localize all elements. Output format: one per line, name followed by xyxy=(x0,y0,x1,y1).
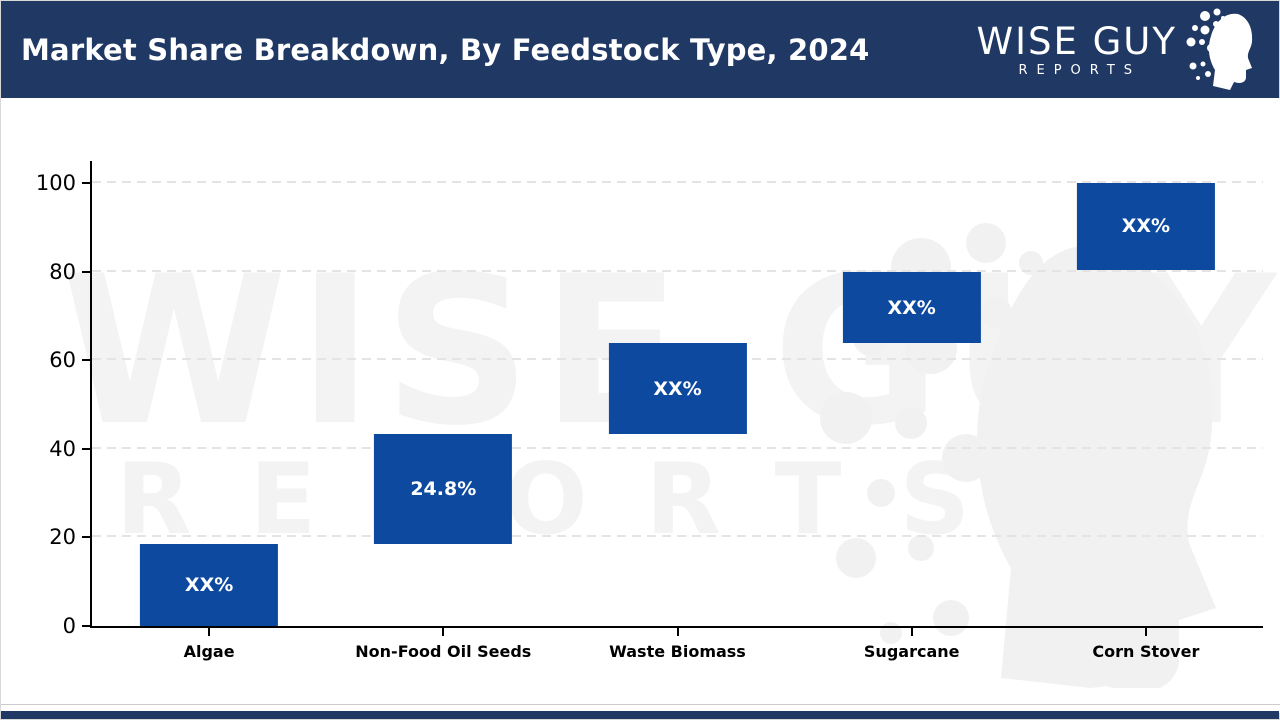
bar-corn-stover: XX% xyxy=(1076,183,1215,270)
bar-value-label: XX% xyxy=(653,377,702,400)
footer-bar xyxy=(1,711,1279,719)
x-category-label: Corn Stover xyxy=(1092,642,1200,661)
y-tick-0 xyxy=(82,625,90,627)
x-tick-1 xyxy=(442,628,445,636)
brand-name: WISE GUY xyxy=(976,19,1177,63)
header-bar: Market Share Breakdown, By Feedstock Typ… xyxy=(1,1,1279,98)
bar-value-label: XX% xyxy=(184,574,234,597)
y-tick-60 xyxy=(82,359,90,362)
brand-wordmark: WISE GUY REPORTS xyxy=(977,23,1177,77)
gridline-y40 xyxy=(92,446,1263,449)
gridline-y20 xyxy=(92,535,1263,538)
bar-algae: XX% xyxy=(140,544,279,626)
gridline-y100 xyxy=(92,181,1263,184)
bar-sugarcane: XX% xyxy=(842,271,981,344)
bar-waste-biomass: XX% xyxy=(608,343,747,435)
y-tick-label-0: 0 xyxy=(62,614,76,638)
y-tick-80 xyxy=(82,270,90,273)
x-category-label: Non-Food Oil Seeds xyxy=(355,642,532,661)
chart-canvas: WISE GUY REPORTS 020406080100XX%Algae24.… xyxy=(1,98,1280,713)
x-category-label: Sugarcane xyxy=(863,642,960,661)
y-tick-label-20: 20 xyxy=(49,525,76,550)
page-title: Market Share Breakdown, By Feedstock Typ… xyxy=(21,32,870,67)
bar-value-label: XX% xyxy=(887,296,936,319)
divider xyxy=(1,704,1280,705)
y-tick-label-40: 40 xyxy=(49,436,76,461)
y-tick-label-80: 80 xyxy=(49,259,76,284)
y-tick-label-60: 60 xyxy=(49,348,76,373)
bar-value-label: 24.8% xyxy=(410,478,477,501)
gridline-y80 xyxy=(92,269,1263,272)
y-tick-100 xyxy=(82,182,90,185)
x-tick-4 xyxy=(1144,628,1147,636)
watermark-subword: REPORTS xyxy=(116,443,1029,557)
x-tick-0 xyxy=(208,628,211,636)
plot-area: 0 20 40 60 80 100 XX% Algae 24.8% Non-Food Oil Se… xyxy=(36,161,1263,661)
dotted-head-icon xyxy=(1186,8,1253,90)
bar-non-food-oil-seeds: 24.8% xyxy=(374,434,513,545)
brand-subname: REPORTS xyxy=(1018,62,1142,78)
x-category-label: Algae xyxy=(183,642,235,661)
bar-value-label: XX% xyxy=(1121,215,1171,238)
y-tick-40 xyxy=(82,447,90,450)
x-category-label: Waste Biomass xyxy=(609,642,746,661)
brand-logo: WISE GUY REPORTS xyxy=(977,8,1253,92)
x-tick-3 xyxy=(910,628,913,636)
y-tick-label-100: 100 xyxy=(35,171,76,196)
x-tick-2 xyxy=(676,628,679,636)
y-tick-20 xyxy=(82,536,90,539)
